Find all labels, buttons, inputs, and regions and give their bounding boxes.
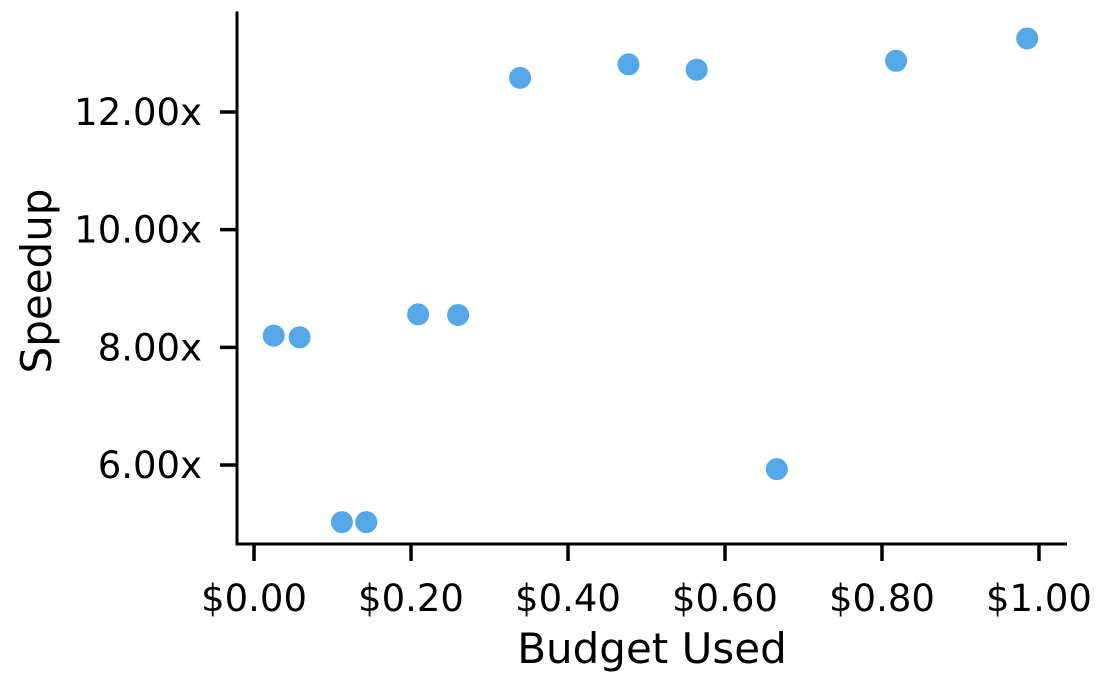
y-axis-ticks: 6.00x 8.00x 10.00x 12.00x xyxy=(74,91,237,487)
data-point xyxy=(683,56,710,83)
y-tick-label: 6.00x xyxy=(98,444,202,487)
data-point xyxy=(1014,25,1041,52)
data-point xyxy=(328,509,355,536)
data-point xyxy=(883,47,910,74)
data-point xyxy=(405,301,432,328)
y-tick-label: 10.00x xyxy=(74,209,202,252)
x-tick-label: $0.80 xyxy=(829,577,935,620)
y-tick-label: 8.00x xyxy=(98,326,202,369)
x-tick-label: $1.00 xyxy=(986,577,1092,620)
data-point xyxy=(260,322,287,349)
y-axis-title: Speedup xyxy=(12,189,61,374)
x-axis-title: Budget Used xyxy=(517,624,787,673)
x-tick-label: $0.60 xyxy=(672,577,778,620)
x-tick-label: $0.00 xyxy=(201,577,307,620)
data-point xyxy=(286,324,313,351)
data-point xyxy=(353,509,380,536)
x-tick-label: $0.40 xyxy=(515,577,621,620)
data-point xyxy=(445,302,472,328)
data-point xyxy=(507,64,534,91)
scatter-points xyxy=(260,25,1041,536)
x-axis-ticks: $0.00 $0.20 $0.40 $0.60 $0.80 $1.00 xyxy=(201,544,1092,620)
data-point xyxy=(615,51,642,78)
data-point xyxy=(763,456,790,483)
y-tick-label: 12.00x xyxy=(74,91,202,134)
x-tick-label: $0.20 xyxy=(358,577,464,620)
